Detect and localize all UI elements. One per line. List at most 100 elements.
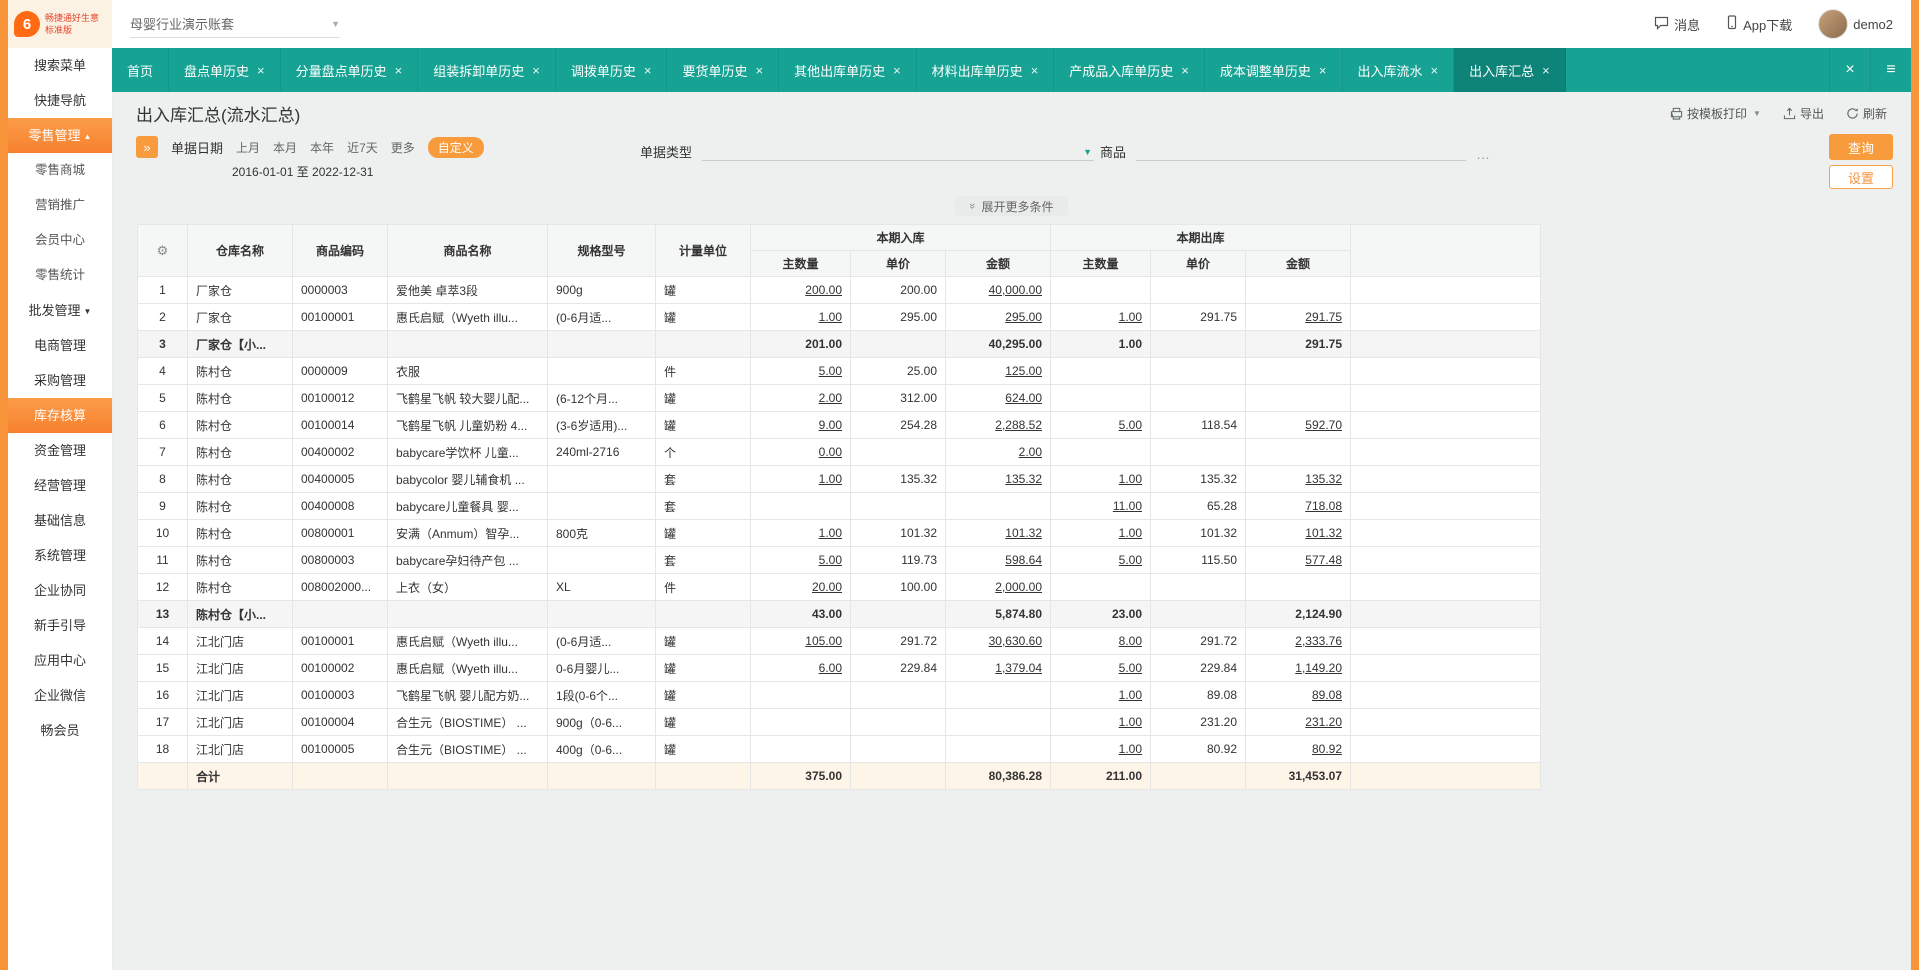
sidebar-item[interactable]: 企业协同 — [33, 583, 86, 598]
cell-amount[interactable]: 577.48 — [1245, 546, 1351, 574]
sidebar-item[interactable]: 零售管理 ▲ — [8, 118, 112, 153]
sidebar-item[interactable]: 系统管理 — [33, 548, 86, 563]
sidebar-subitem[interactable]: 营销推广 — [34, 198, 85, 212]
cell-amount[interactable]: 1,149.20 — [1245, 654, 1351, 682]
cell-amount[interactable]: 135.32 — [1245, 465, 1351, 493]
sidebar-subitem[interactable]: 零售统计 — [34, 268, 85, 282]
expand-more-conditions[interactable]: » 展开更多条件 — [955, 196, 1068, 216]
tab-close-icon[interactable]: × — [532, 62, 540, 78]
cell-amount[interactable]: 624.00 — [945, 384, 1051, 412]
tab-item[interactable]: 其他出库单历史 × — [779, 48, 917, 92]
tab-close-icon[interactable]: × — [394, 62, 403, 78]
cell-amount[interactable]: 1.00 — [1050, 519, 1151, 547]
cell-amount[interactable]: 598.64 — [945, 546, 1051, 574]
cell-amount[interactable]: 1.00 — [750, 303, 851, 331]
cell-amount[interactable]: 1.00 — [1050, 681, 1151, 709]
cell-amount[interactable]: 1,379.04 — [945, 654, 1051, 682]
tab-item[interactable]: 出入库汇总 × — [1454, 48, 1566, 92]
cell-amount[interactable]: 0.00 — [750, 438, 851, 466]
tab-close-icon[interactable]: × — [1318, 62, 1327, 78]
cell-amount[interactable]: 80.92 — [1245, 735, 1351, 763]
settings-button[interactable]: 设置 — [1829, 165, 1893, 189]
cell-amount[interactable]: 200.00 — [750, 276, 851, 304]
cell-amount[interactable]: 5.00 — [1050, 546, 1151, 574]
tab-close-icon[interactable]: × — [257, 62, 265, 78]
tab-item[interactable]: 要货单历史 × — [667, 48, 780, 92]
cell-amount[interactable]: 20.00 — [750, 573, 851, 601]
sidebar-subitem[interactable]: 会员中心 — [34, 233, 85, 247]
cell-amount[interactable]: 135.32 — [945, 465, 1051, 493]
messages-button[interactable]: 消息 — [1654, 15, 1700, 34]
sidebar-item[interactable]: 基础信息 — [33, 513, 86, 528]
sidebar-item[interactable]: 采购管理 — [33, 373, 86, 388]
cell-amount[interactable]: 105.00 — [750, 627, 851, 655]
cell-amount[interactable]: 2.00 — [945, 438, 1051, 466]
chevron-down-icon[interactable]: ▼ — [1083, 147, 1093, 157]
column-settings-gear-icon[interactable]: ⚙ — [137, 224, 188, 277]
cell-amount[interactable]: 101.32 — [945, 519, 1051, 547]
tab-close-icon[interactable]: × — [1430, 62, 1439, 78]
sidebar-subitem[interactable]: 零售商城 — [34, 163, 85, 177]
search-button[interactable]: 查询 — [1829, 134, 1893, 160]
cell-amount[interactable]: 295.00 — [945, 303, 1051, 331]
tab-item[interactable]: 组装拆卸单历史 × — [418, 48, 556, 92]
tab-item[interactable]: 盘点单历史 × — [169, 48, 281, 92]
cell-amount[interactable]: 2,000.00 — [945, 573, 1051, 601]
refresh-button[interactable]: 刷新 — [1846, 105, 1887, 122]
tab-item[interactable]: 成本调整单历史 × — [1205, 48, 1343, 92]
account-select[interactable]: 母婴行业演示账套 ▼ — [130, 11, 340, 38]
cell-amount[interactable]: 5.00 — [1050, 654, 1151, 682]
cell-amount[interactable]: 11.00 — [1050, 492, 1151, 520]
print-by-template-button[interactable]: 按模板打印 ▼ — [1670, 105, 1761, 122]
export-button[interactable]: 导出 — [1783, 105, 1824, 122]
cell-amount[interactable]: 89.08 — [1245, 681, 1351, 709]
cell-amount[interactable]: 291.75 — [1245, 303, 1351, 331]
sidebar-item[interactable]: 电商管理 — [33, 338, 86, 353]
cell-amount[interactable]: 5.00 — [750, 357, 851, 385]
cell-amount[interactable]: 8.00 — [1050, 627, 1151, 655]
cell-amount[interactable]: 592.70 — [1245, 411, 1351, 439]
cell-amount[interactable]: 1.00 — [1050, 708, 1151, 736]
tab-item[interactable]: 出入库流水 × — [1343, 48, 1455, 92]
user-menu[interactable]: demo2 — [1818, 9, 1893, 39]
date-quick-option[interactable]: 本月 — [273, 140, 298, 155]
sidebar-item[interactable]: 批发管理 ▼ — [28, 303, 92, 318]
sidebar-item[interactable]: 库存核算 — [8, 398, 112, 433]
sidebar-item[interactable]: 新手引导 — [33, 618, 86, 633]
sidebar-item[interactable]: 资金管理 — [33, 443, 86, 458]
doc-type-input[interactable]: ▼ — [702, 140, 1095, 161]
date-quick-option[interactable]: 本年 — [310, 140, 335, 155]
product-input[interactable] — [1136, 140, 1467, 161]
product-picker-button[interactable]: … — [1476, 146, 1491, 162]
sidebar-item[interactable]: 企业微信 — [33, 688, 86, 703]
tab-item[interactable]: 首页 — [112, 48, 170, 92]
cell-amount[interactable]: 5.00 — [750, 546, 851, 574]
tab-item[interactable]: 调拨单历史 × — [556, 48, 668, 92]
tab-close-icon[interactable]: × — [1181, 62, 1189, 78]
cell-amount[interactable]: 2,333.76 — [1245, 627, 1351, 655]
cell-amount[interactable]: 1.00 — [1050, 735, 1151, 763]
tab-close-icon[interactable]: × — [755, 62, 764, 78]
custom-date-button[interactable]: 自定义 — [427, 136, 484, 158]
cell-amount[interactable]: 718.08 — [1245, 492, 1351, 520]
sidebar-item[interactable]: 应用中心 — [33, 653, 86, 668]
tab-close-icon[interactable]: × — [893, 62, 901, 78]
cell-amount[interactable]: 2,288.52 — [945, 411, 1051, 439]
sidebar-item[interactable]: 搜索菜单 — [33, 58, 86, 73]
tab-menu-button[interactable]: ≡ — [1870, 48, 1911, 92]
cell-amount[interactable]: 5.00 — [1050, 411, 1151, 439]
cell-amount[interactable]: 125.00 — [945, 357, 1051, 385]
close-all-tabs-button[interactable]: × — [1829, 48, 1870, 92]
cell-amount[interactable]: 1.00 — [1050, 465, 1151, 493]
date-quick-option[interactable]: 更多 — [390, 140, 415, 155]
cell-amount[interactable]: 2.00 — [750, 384, 851, 412]
cell-amount[interactable]: 1.00 — [750, 465, 851, 493]
tab-item[interactable]: 产成品入库单历史 × — [1054, 48, 1205, 92]
cell-amount[interactable]: 40,000.00 — [945, 276, 1051, 304]
cell-amount[interactable]: 1.00 — [1050, 303, 1151, 331]
tab-close-icon[interactable]: × — [643, 62, 652, 78]
date-quick-option[interactable]: 近7天 — [347, 140, 378, 155]
sidebar-item[interactable]: 畅会员 — [40, 723, 80, 738]
tab-close-icon[interactable]: × — [1542, 62, 1550, 78]
tab-close-icon[interactable]: × — [1030, 62, 1039, 78]
